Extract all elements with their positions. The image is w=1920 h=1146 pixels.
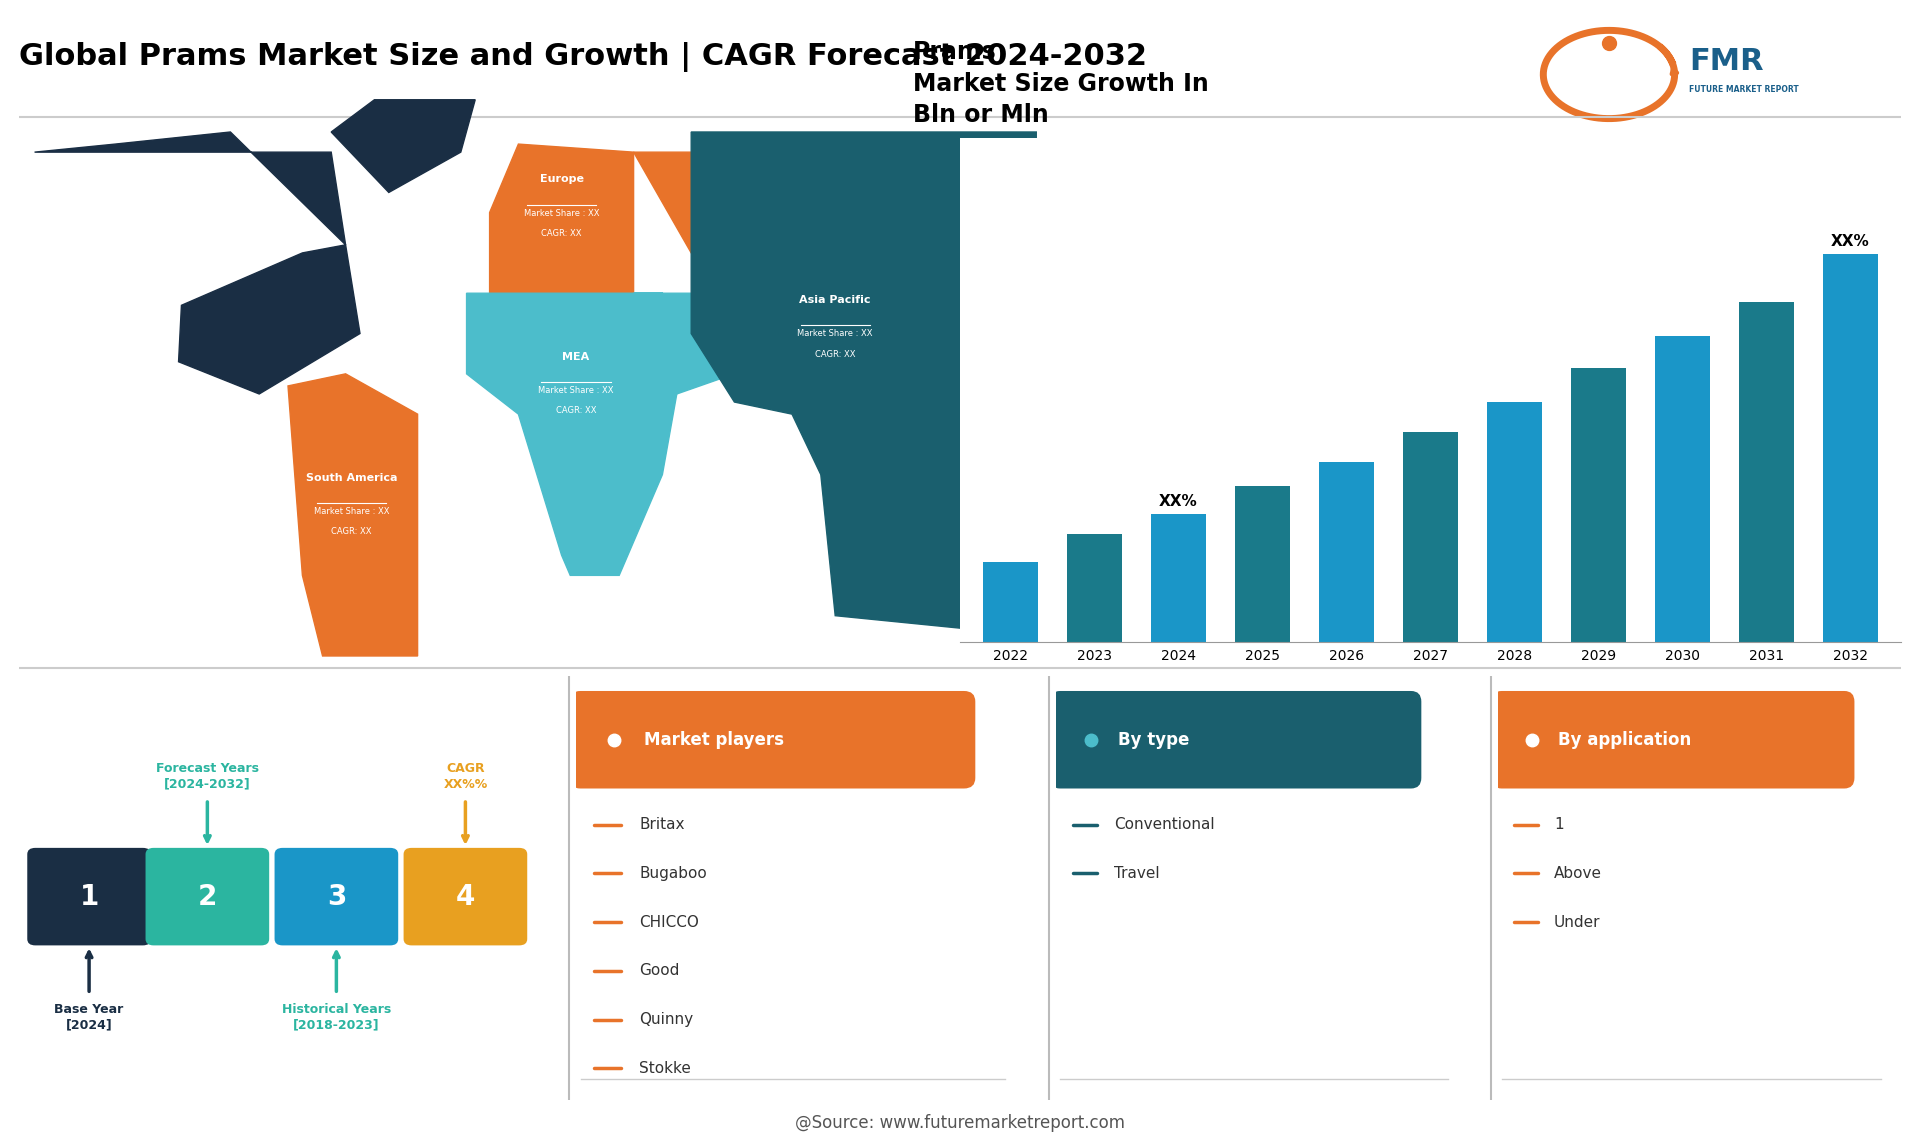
FancyBboxPatch shape — [146, 848, 269, 945]
Text: Above: Above — [1553, 866, 1601, 881]
Text: XX%: XX% — [1832, 234, 1870, 249]
Bar — [1404, 432, 1457, 642]
Polygon shape — [332, 100, 476, 193]
Text: CAGR
XX%%: CAGR XX%% — [444, 762, 488, 791]
Text: CAGR: XX: CAGR: XX — [814, 350, 856, 359]
Bar — [1152, 513, 1206, 642]
Bar — [1068, 534, 1121, 642]
Text: CHICCO: CHICCO — [639, 915, 699, 929]
Bar — [1655, 336, 1709, 642]
Bar — [1824, 254, 1878, 642]
FancyBboxPatch shape — [1492, 691, 1855, 788]
Text: Asia Pacific: Asia Pacific — [799, 296, 872, 305]
Polygon shape — [634, 152, 1037, 253]
FancyBboxPatch shape — [275, 848, 397, 945]
Text: Good: Good — [639, 964, 680, 979]
Bar — [1488, 402, 1542, 642]
Text: FMR: FMR — [1690, 47, 1764, 77]
Polygon shape — [490, 144, 634, 293]
Bar — [983, 562, 1037, 642]
Text: Forecast Years
[2024-2032]: Forecast Years [2024-2032] — [156, 762, 259, 791]
Text: 1: 1 — [1553, 817, 1563, 832]
Text: CAGR: XX: CAGR: XX — [330, 527, 372, 536]
Text: Market Share : XX: Market Share : XX — [538, 386, 614, 395]
Text: @Source: www.futuremarketreport.com: @Source: www.futuremarketreport.com — [795, 1114, 1125, 1132]
Text: CAGR: XX: CAGR: XX — [209, 257, 252, 266]
Bar — [1319, 462, 1373, 642]
Text: MEA: MEA — [563, 352, 589, 362]
Bar — [1235, 486, 1290, 642]
Bar — [1740, 301, 1793, 642]
Text: Quinny: Quinny — [639, 1012, 693, 1027]
Text: Global Prams Market Size and Growth | CAGR Forecast 2024-2032: Global Prams Market Size and Growth | CA… — [19, 42, 1148, 72]
Text: 3: 3 — [326, 882, 346, 911]
Text: By application: By application — [1559, 731, 1692, 748]
Text: Europe: Europe — [540, 174, 584, 185]
Text: Stokke: Stokke — [639, 1061, 691, 1076]
Text: Market Share : XX: Market Share : XX — [524, 209, 599, 218]
FancyBboxPatch shape — [1050, 691, 1421, 788]
Text: Conventional: Conventional — [1114, 817, 1215, 832]
Text: Market players: Market players — [643, 731, 783, 748]
Text: Market Share : XX: Market Share : XX — [797, 330, 874, 338]
Text: South America: South America — [305, 472, 397, 482]
Bar — [1571, 368, 1626, 642]
Text: Prams
Market Size Growth In
Bln or Mln: Prams Market Size Growth In Bln or Mln — [914, 40, 1210, 127]
FancyBboxPatch shape — [568, 691, 975, 788]
Text: Under: Under — [1553, 915, 1601, 929]
Text: 4: 4 — [455, 882, 474, 911]
Text: Travel: Travel — [1114, 866, 1160, 881]
Polygon shape — [288, 374, 419, 656]
Text: By type: By type — [1117, 731, 1188, 748]
Text: Britax: Britax — [639, 817, 685, 832]
Text: XX%: XX% — [1160, 494, 1198, 509]
Text: Market Share : XX: Market Share : XX — [313, 507, 390, 516]
Text: North America: North America — [184, 203, 276, 213]
Polygon shape — [634, 293, 735, 394]
Polygon shape — [35, 132, 361, 394]
Text: Bugaboo: Bugaboo — [639, 866, 707, 881]
Text: Market Share : XX: Market Share : XX — [192, 237, 269, 245]
Text: 2: 2 — [198, 882, 217, 911]
Text: CAGR: XX: CAGR: XX — [555, 406, 597, 415]
Text: CAGR: XX: CAGR: XX — [541, 229, 582, 237]
Text: Historical Years
[2018-2023]: Historical Years [2018-2023] — [282, 1003, 392, 1031]
Text: FUTURE MARKET REPORT: FUTURE MARKET REPORT — [1690, 85, 1799, 94]
Polygon shape — [691, 132, 1037, 636]
FancyBboxPatch shape — [27, 848, 152, 945]
Polygon shape — [467, 293, 691, 575]
Text: 1: 1 — [79, 882, 98, 911]
FancyBboxPatch shape — [403, 848, 528, 945]
Text: Base Year
[2024]: Base Year [2024] — [54, 1003, 123, 1031]
Polygon shape — [845, 523, 960, 596]
